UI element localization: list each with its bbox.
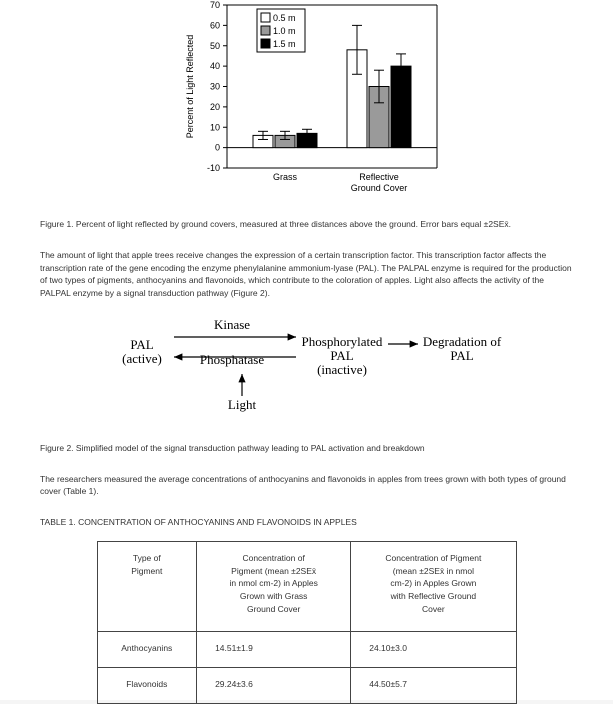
diagram-container: PAL(active)KinasePhosphatasePhosphorylat… <box>40 314 573 424</box>
svg-text:PAL: PAL <box>330 348 353 363</box>
chart-container: -10 0 10 20 30 40 50 60 70 Percent of Light Refle… <box>40 0 573 200</box>
pathway-diagram: PAL(active)KinasePhosphatasePhosphorylat… <box>92 314 522 424</box>
figure2-caption: Figure 2. Simplified model of the signal… <box>40 442 573 455</box>
table-cell: Flavonoids <box>97 667 197 703</box>
svg-text:20: 20 <box>209 102 219 112</box>
svg-text:0.5 m: 0.5 m <box>273 13 296 23</box>
concentration-table: Type ofPigmentConcentration ofPigment (m… <box>97 541 517 704</box>
table-cell: Anthocyanins <box>97 631 197 667</box>
svg-text:Reflective: Reflective <box>359 172 399 182</box>
svg-text:10: 10 <box>209 122 219 132</box>
svg-text:1.0 m: 1.0 m <box>273 26 296 36</box>
table-cell: 24.10±3.0 <box>351 631 516 667</box>
table-header: Concentration ofPigment (mean ±2SEx̄in n… <box>197 541 351 631</box>
table-title: TABLE 1. CONCENTRATION OF ANTHOCYANINS A… <box>40 516 573 529</box>
table-cell: 29.24±3.6 <box>197 667 351 703</box>
svg-text:Kinase: Kinase <box>213 317 249 332</box>
svg-text:Ground Cover: Ground Cover <box>350 183 407 193</box>
svg-text:Phosphatase: Phosphatase <box>199 352 264 367</box>
table-row: Anthocyanins14.51±1.924.10±3.0 <box>97 631 516 667</box>
table-row: Flavonoids29.24±3.644.50±5.7 <box>97 667 516 703</box>
svg-text:0: 0 <box>214 143 219 153</box>
svg-text:(inactive): (inactive) <box>317 362 367 377</box>
svg-text:70: 70 <box>209 0 219 10</box>
svg-text:(active): (active) <box>122 351 162 366</box>
svg-text:Light: Light <box>227 397 256 412</box>
table-header: Type ofPigment <box>97 541 197 631</box>
table-cell: 44.50±5.7 <box>351 667 516 703</box>
svg-text:Degradation of: Degradation of <box>422 334 501 349</box>
table-cell: 14.51±1.9 <box>197 631 351 667</box>
svg-text:PAL: PAL <box>450 348 473 363</box>
svg-text:50: 50 <box>209 41 219 51</box>
bar-chart: -10 0 10 20 30 40 50 60 70 Percent of Light Refle… <box>167 0 447 200</box>
svg-text:1.5 m: 1.5 m <box>273 39 296 49</box>
svg-text:60: 60 <box>209 20 219 30</box>
figure1-caption: Figure 1. Percent of light reflected by … <box>40 218 573 231</box>
svg-text:PAL: PAL <box>130 337 153 352</box>
svg-text:40: 40 <box>209 61 219 71</box>
svg-text:Percent of Light Reflected: Percent of Light Reflected <box>185 35 195 139</box>
page: -10 0 10 20 30 40 50 60 70 Percent of Light Refle… <box>0 0 613 700</box>
svg-text:30: 30 <box>209 82 219 92</box>
svg-text:-10: -10 <box>206 163 219 173</box>
body-paragraph-1: The amount of light that apple trees rec… <box>40 249 573 300</box>
table-header: Concentration of Pigment(mean ±2SEx̄ in … <box>351 541 516 631</box>
body-paragraph-2: The researchers measured the average con… <box>40 473 573 499</box>
svg-text:Grass: Grass <box>272 172 297 182</box>
svg-text:Phosphorylated: Phosphorylated <box>301 334 382 349</box>
